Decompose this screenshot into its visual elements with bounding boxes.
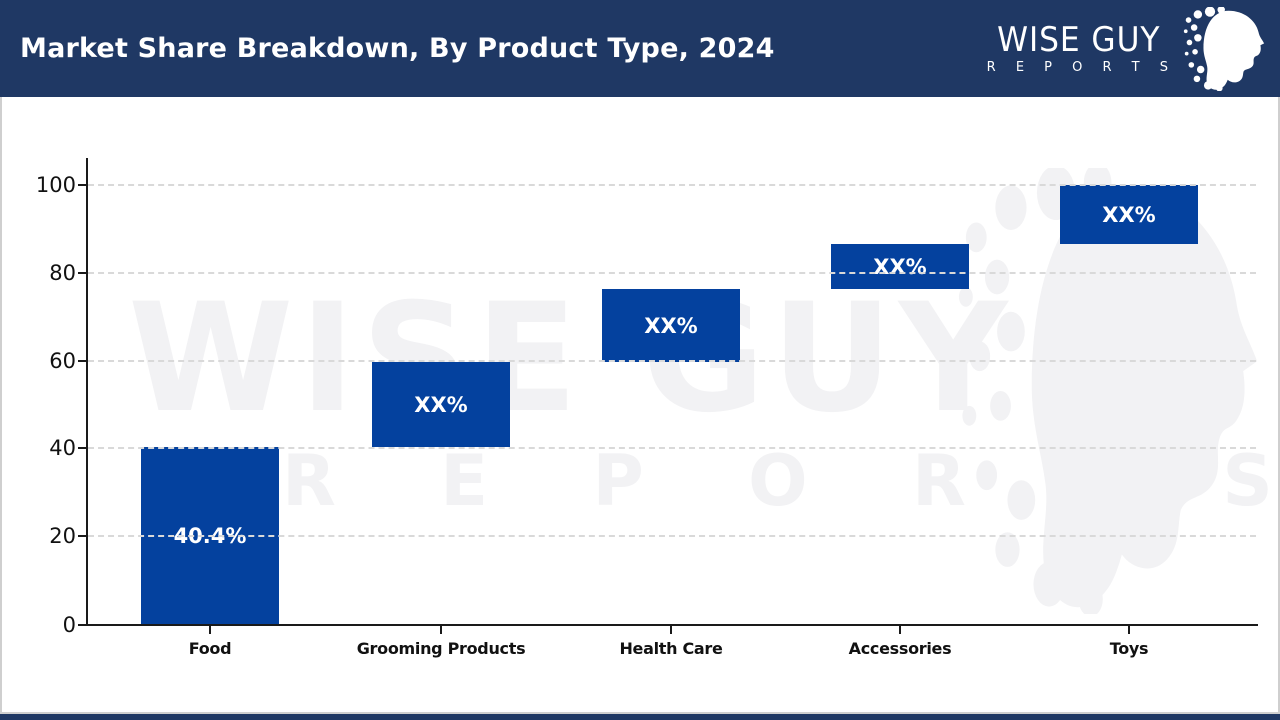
bar-value-label-toys: XX% bbox=[1102, 202, 1156, 227]
y-tick-20 bbox=[78, 535, 86, 537]
y-axis-label-0: 0 bbox=[62, 613, 76, 637]
bar-toys: XX% bbox=[1060, 185, 1198, 244]
page-title: Market Share Breakdown, By Product Type,… bbox=[20, 33, 775, 64]
watermark-text: WISE GUY bbox=[128, 272, 1014, 446]
bar-value-label-grooming-products: XX% bbox=[414, 392, 468, 417]
x-tick-grooming-products bbox=[440, 626, 442, 634]
x-tick-toys bbox=[1128, 626, 1130, 634]
x-tick-food bbox=[209, 626, 211, 634]
bar-accessories: XX% bbox=[831, 244, 969, 289]
footer-bar bbox=[0, 714, 1280, 720]
y-axis-label-100: 100 bbox=[35, 173, 76, 197]
gridline-40 bbox=[88, 447, 1256, 449]
gridline-60 bbox=[88, 360, 1256, 362]
card-border-bottom bbox=[0, 712, 1280, 714]
logo-name: WISE GUY bbox=[996, 20, 1160, 60]
y-axis-label-60: 60 bbox=[49, 349, 76, 373]
x-axis-label-toys: Toys bbox=[1109, 639, 1149, 658]
y-axis-spine bbox=[86, 158, 88, 626]
y-axis-label-20: 20 bbox=[49, 524, 76, 548]
y-tick-60 bbox=[78, 360, 86, 362]
x-axis-label-health-care: Health Care bbox=[619, 639, 723, 658]
x-axis-label-food: Food bbox=[188, 639, 232, 658]
y-tick-0 bbox=[78, 624, 86, 626]
header: Market Share Breakdown, By Product Type,… bbox=[0, 0, 1280, 97]
x-axis-spine bbox=[86, 624, 1258, 626]
gridline-100 bbox=[88, 184, 1256, 186]
x-axis-label-grooming-products: Grooming Products bbox=[356, 639, 526, 658]
x-tick-accessories bbox=[899, 626, 901, 634]
card-border-right bbox=[1278, 97, 1280, 714]
y-tick-40 bbox=[78, 447, 86, 449]
logo-tagline: R E P O R T S bbox=[986, 60, 1176, 75]
x-tick-health-care bbox=[670, 626, 672, 634]
bar-health-care: XX% bbox=[602, 289, 740, 362]
gridline-80 bbox=[88, 272, 1256, 274]
y-axis-label-80: 80 bbox=[49, 261, 76, 285]
logo-face-icon bbox=[1183, 6, 1265, 91]
card-border-left bbox=[0, 97, 2, 714]
y-tick-80 bbox=[78, 272, 86, 274]
bar-value-label-accessories: XX% bbox=[873, 254, 927, 279]
bar-grooming-products: XX% bbox=[372, 362, 510, 447]
y-axis-label-40: 40 bbox=[49, 436, 76, 460]
x-axis-label-accessories: Accessories bbox=[848, 639, 952, 658]
y-tick-100 bbox=[78, 184, 86, 186]
gridline-20 bbox=[88, 535, 1256, 537]
logo-text: WISE GUY R E P O R T S bbox=[981, 23, 1176, 74]
bar-value-label-health-care: XX% bbox=[644, 313, 698, 338]
logo: WISE GUY R E P O R T S bbox=[981, 0, 1266, 97]
